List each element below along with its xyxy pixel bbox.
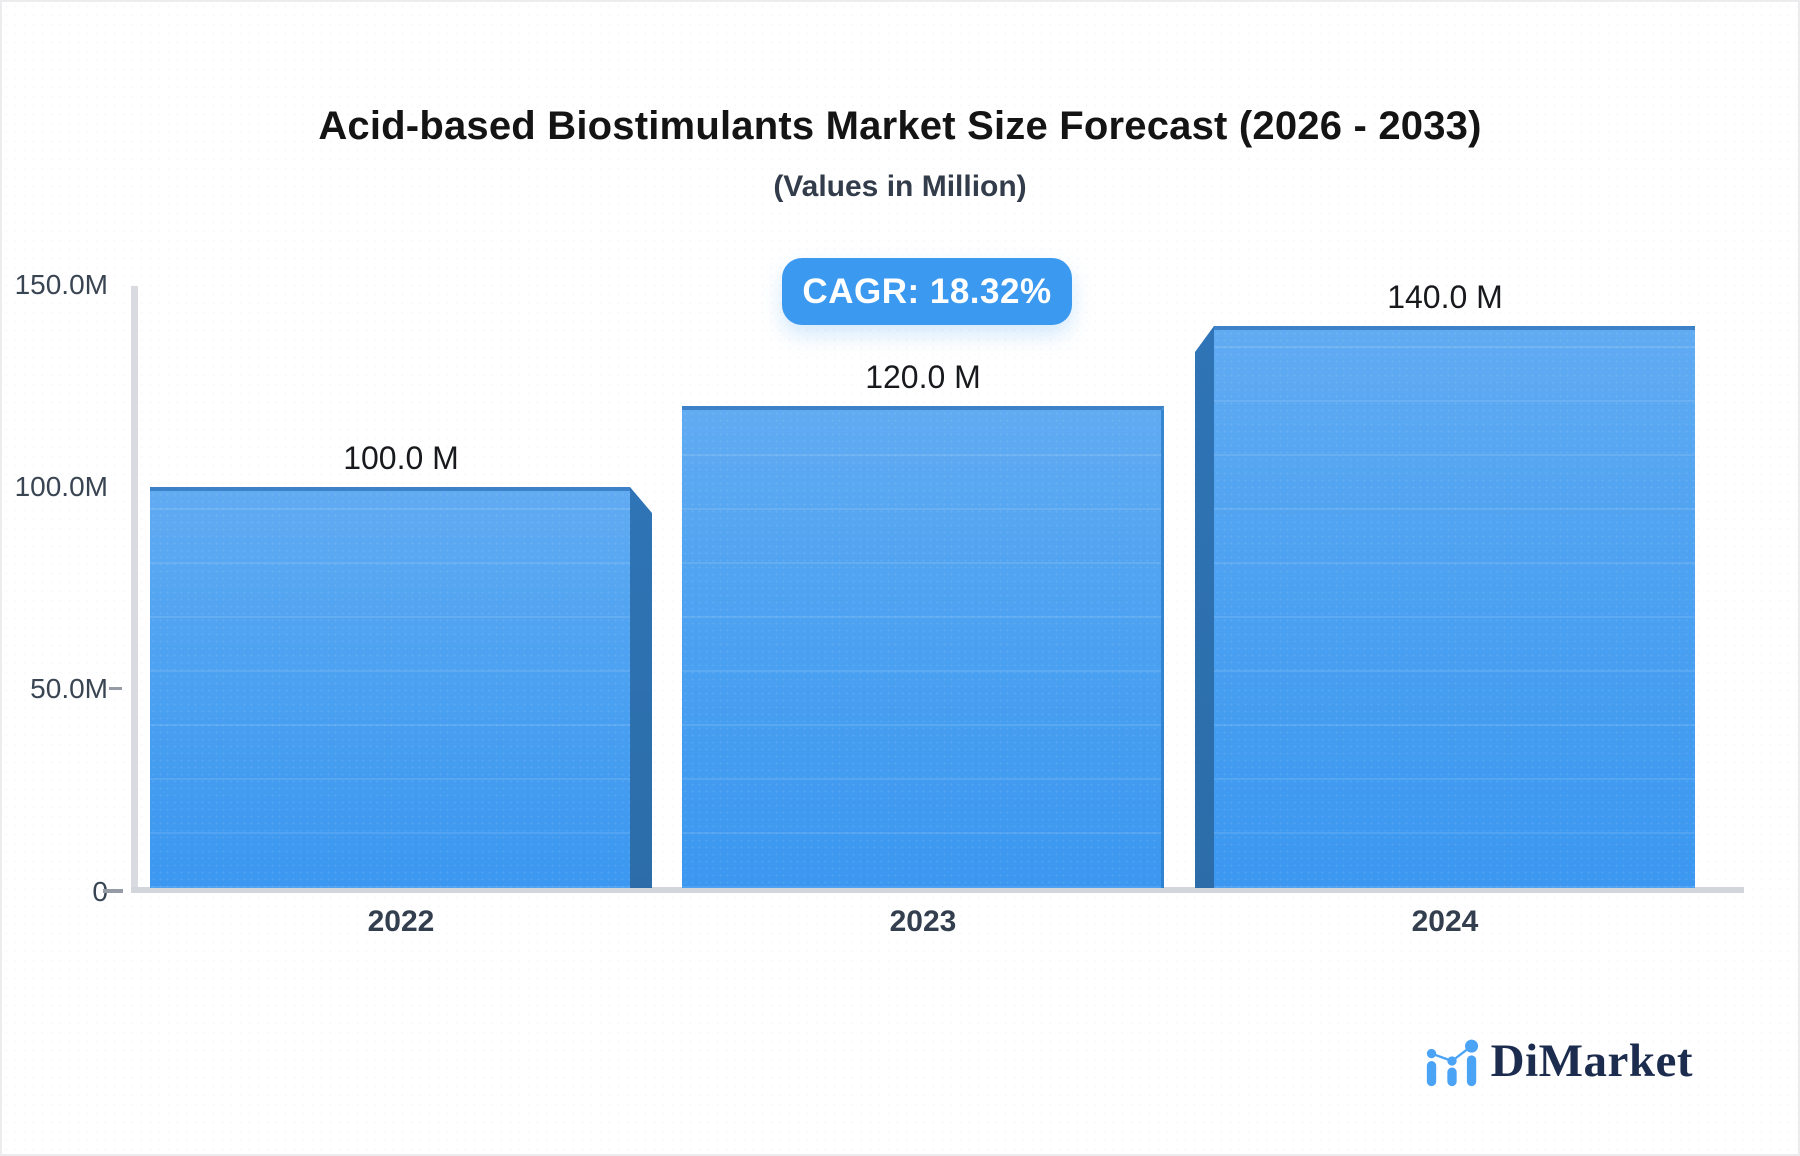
y-tick-label-150m: 150.0M xyxy=(14,269,108,300)
brand-logo: DiMarket xyxy=(1425,1034,1693,1088)
x-tick-label-2024: 2024 xyxy=(1411,905,1479,938)
x-tick-label-2022: 2022 xyxy=(367,905,435,938)
y-tick-mark-50m xyxy=(109,687,122,690)
bar-face-2023 xyxy=(682,406,1164,888)
bar-value-label-2024: 140.0 M xyxy=(1387,279,1503,315)
dimarket-logo-icon xyxy=(1426,1039,1478,1087)
chart-title: Acid-based Biostimulants Market Size For… xyxy=(318,104,1482,148)
chart-subtitle: (Values in Million) xyxy=(773,170,1027,203)
bar-face-2024 xyxy=(1214,326,1695,888)
bar-face-2022 xyxy=(150,487,630,888)
bar-side-face-2024 xyxy=(1195,326,1214,888)
y-tick-label-100m: 100.0M xyxy=(14,471,108,502)
bar-value-label-2023: 120.0 M xyxy=(865,359,981,395)
y-tick-label-50m: 50.0M xyxy=(30,673,108,704)
x-axis-line xyxy=(131,887,1744,893)
y-tick-mark-0 xyxy=(103,889,123,893)
y-axis-line xyxy=(131,286,138,893)
brand-logo-text: DiMarket xyxy=(1490,1034,1693,1087)
cagr-badge: CAGR: 18.32% xyxy=(782,258,1072,325)
bar-2024[interactable]: 140.0 M xyxy=(1195,279,1695,888)
bar-side-face-2022 xyxy=(630,487,652,888)
y-tick-label-0: 0 xyxy=(92,876,108,907)
bar-2022[interactable]: 100.0 M xyxy=(150,440,652,888)
bar-value-label-2022: 100.0 M xyxy=(343,440,459,476)
bar-2023[interactable]: 120.0 M xyxy=(682,359,1164,888)
cagr-badge-label: CAGR: 18.32% xyxy=(802,271,1052,311)
x-tick-label-2023: 2023 xyxy=(889,905,957,938)
